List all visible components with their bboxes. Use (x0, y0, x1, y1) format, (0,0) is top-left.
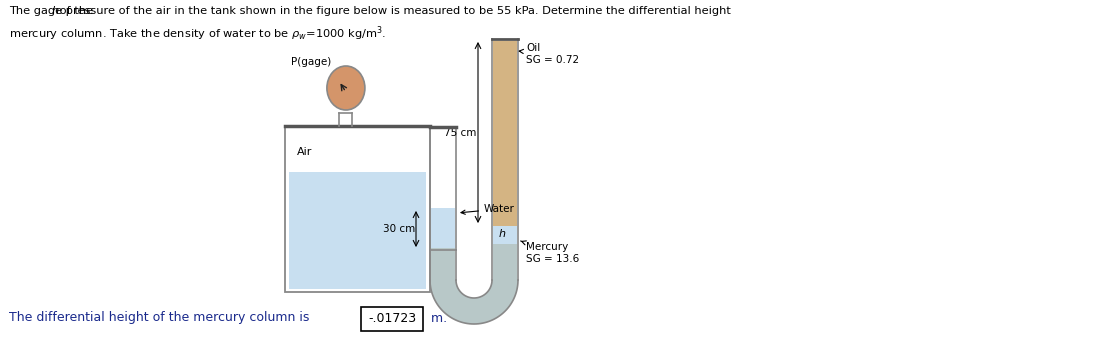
Bar (493, 41, 517, 226)
Bar (285, 126, 430, 292)
Bar (431, 208, 456, 249)
Text: 75 cm: 75 cm (443, 128, 476, 138)
Bar (289, 172, 426, 289)
Text: mercury column. Take the density of water to be $\rho_w$=1000 kg/m$^3$.: mercury column. Take the density of wate… (9, 24, 386, 43)
Text: Air: Air (297, 147, 312, 157)
Text: of the: of the (55, 6, 93, 16)
Text: P(gage): P(gage) (291, 57, 331, 67)
Bar (493, 226, 517, 244)
Bar (493, 244, 517, 280)
Text: Water: Water (461, 204, 515, 214)
FancyBboxPatch shape (361, 307, 422, 331)
Ellipse shape (326, 66, 365, 110)
Text: The differential height of the mercury column is: The differential height of the mercury c… (9, 312, 313, 324)
Bar (431, 248, 456, 280)
Text: -.01723: -.01723 (368, 312, 416, 324)
Text: h: h (499, 229, 505, 239)
Text: The gage pressure of the air in the tank shown in the figure below is measured t: The gage pressure of the air in the tank… (9, 6, 735, 16)
Text: Oil
SG = 0.72: Oil SG = 0.72 (520, 43, 579, 65)
Text: 30 cm: 30 cm (383, 224, 415, 234)
Polygon shape (430, 280, 518, 324)
Text: h: h (52, 6, 58, 16)
Text: Mercury
SG = 13.6: Mercury SG = 13.6 (521, 241, 579, 264)
Text: m.: m. (427, 312, 447, 324)
